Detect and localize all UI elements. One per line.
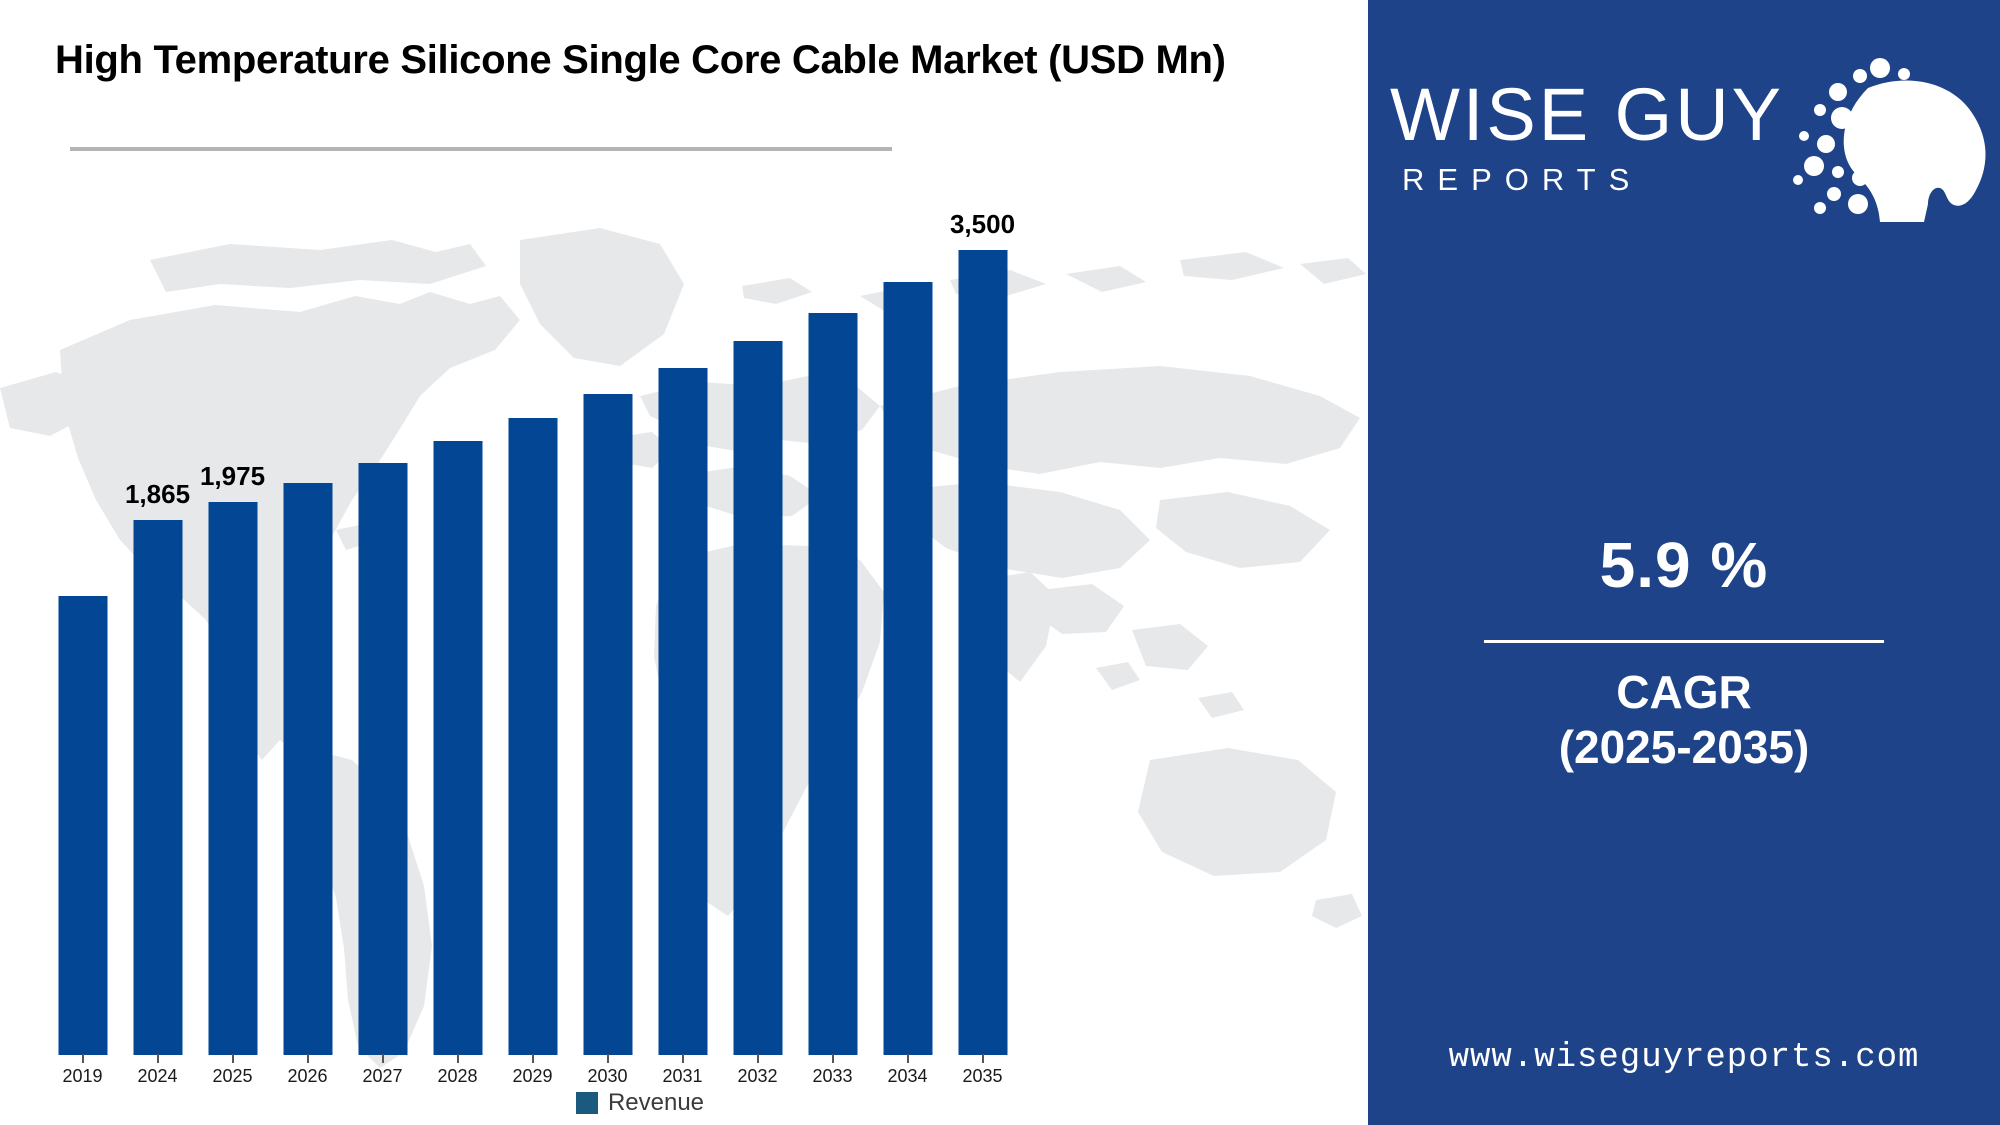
cagr-period: (2025-2035) [1558,720,1810,773]
x-axis-label-2029: 2029 [512,1066,553,1086]
x-axis-label-2028: 2028 [437,1066,478,1086]
bar-value-label-2035: 3,500 [949,209,1016,239]
bar-value-label-2024: 1,865 [124,479,191,509]
svg-text:REPORTS: REPORTS [1402,162,1642,197]
axis-tick [906,1054,909,1063]
bar-2025[interactable] [208,502,257,1055]
x-axis-label-2034: 2034 [887,1066,928,1086]
website-url[interactable]: www.wiseguyreports.com [1448,1039,1920,1077]
bar-2019[interactable] [58,596,107,1055]
x-axis-label-2019: 2019 [62,1066,103,1086]
bar-2035[interactable] [958,250,1007,1055]
title-divider [70,147,892,151]
axis-tick [306,1054,309,1063]
axis-tick [606,1054,609,1063]
chart-legend: Revenue [0,1089,1280,1117]
x-axis-label-2026: 2026 [287,1066,328,1086]
bar-2029[interactable] [508,418,557,1055]
x-axis-label-2033: 2033 [812,1066,853,1086]
axis-tick [681,1054,684,1063]
legend-label-revenue: Revenue [607,1089,705,1116]
svg-text:WISE GUY: WISE GUY [1390,73,1784,156]
cagr-divider [1484,640,1884,644]
axis-tick [81,1054,84,1063]
bar-2032[interactable] [733,341,782,1055]
axis-tick [831,1054,834,1063]
bar-2033[interactable] [808,313,857,1055]
bar-2028[interactable] [433,441,482,1055]
x-axis-label-2025: 2025 [212,1066,253,1086]
axis-tick [981,1054,984,1063]
bar-value-label-2025: 1,975 [199,461,266,491]
chart-panel: High Temperature Silicone Single Core Ca… [0,38,1366,1117]
x-axis-label-2027: 2027 [362,1066,403,1086]
cagr-label: CAGR [1616,666,1752,719]
axis-tick [156,1054,159,1063]
brand-side-panel: WISE GUY REPORTS 5.9 [1368,0,2000,1125]
bar-2034[interactable] [883,282,932,1055]
axis-tick [381,1054,384,1063]
x-axis-label-2032: 2032 [737,1066,778,1086]
legend-swatch-revenue [575,1092,598,1114]
x-axis-label-2031: 2031 [662,1066,703,1086]
axis-tick [456,1054,459,1063]
bar-2024[interactable] [133,520,182,1055]
wiseguy-reports-logo: WISE GUY REPORTS [1368,58,2000,228]
axis-tick [231,1054,234,1063]
bar-2026[interactable] [283,483,332,1055]
page-title: High Temperature Silicone Single Core Ca… [55,38,1226,82]
x-axis-label-2035: 2035 [962,1066,1003,1086]
cagr-block: 5.9 % CAGR (2025-2035) [1368,530,2000,774]
axis-tick [531,1054,534,1063]
x-axis-label-2024: 2024 [137,1066,178,1086]
x-axis-label-2030: 2030 [587,1066,628,1086]
bar-2030[interactable] [583,394,632,1055]
axis-tick [756,1054,759,1063]
cagr-value: 5.9 % [1599,529,1769,601]
bar-2031[interactable] [658,368,707,1055]
bar-plot-area: 2019 1,865 2024 1,975 2025 2026 [58,209,1016,1086]
bar-2027[interactable] [358,463,407,1055]
